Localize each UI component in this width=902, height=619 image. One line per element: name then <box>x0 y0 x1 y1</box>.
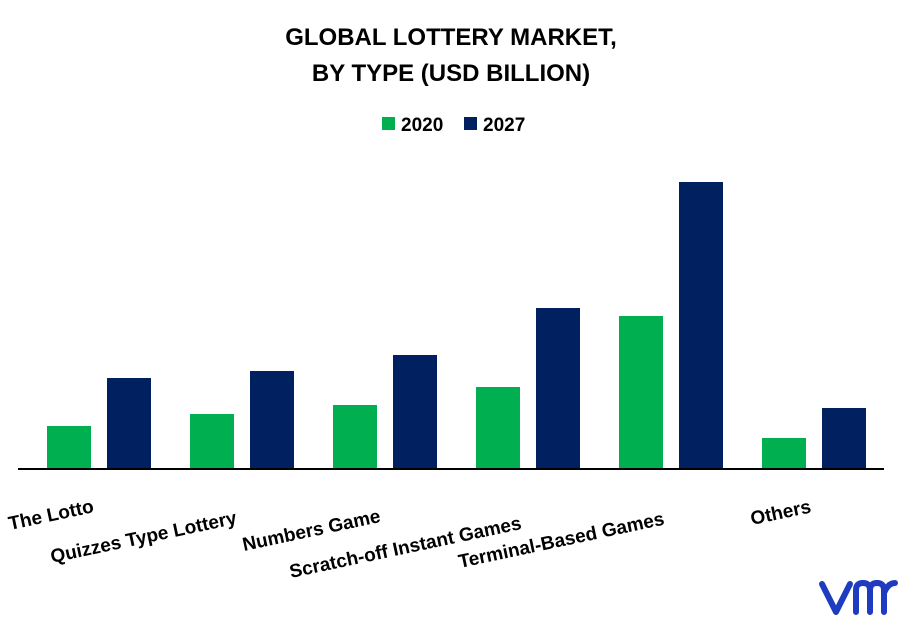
legend-swatch-2027 <box>464 117 477 130</box>
bar-2020-scratch-off-instant-games <box>476 387 520 469</box>
legend-label-2027: 2027 <box>483 115 525 136</box>
bar-2020-others <box>762 438 806 469</box>
bar-2020-numbers-game <box>333 405 377 469</box>
bar-2020-the-lotto <box>47 426 91 469</box>
vmr-logo <box>819 580 898 615</box>
bar-2027-the-lotto <box>107 378 151 469</box>
bar-2020-quizzes-type-lottery <box>190 414 234 469</box>
bar-2027-scratch-off-instant-games <box>536 308 580 469</box>
bar-2027-numbers-game <box>393 355 437 469</box>
bar-2027-terminal-based-games <box>679 182 723 469</box>
chart-title-line-2: BY TYPE (USD BILLION) <box>312 60 590 87</box>
category-label-others: Others <box>749 497 813 530</box>
bar-2027-quizzes-type-lottery <box>250 371 294 469</box>
legend-label-2020: 2020 <box>401 115 443 136</box>
legend-swatch-2020 <box>382 117 395 130</box>
bars-group <box>47 182 866 469</box>
legend: 2020 2027 <box>382 115 525 136</box>
bar-2020-terminal-based-games <box>619 316 663 469</box>
chart-title-line-1: GLOBAL LOTTERY MARKET, <box>285 24 617 51</box>
category-label-the-lotto: The Lotto <box>7 496 96 535</box>
bar-2027-others <box>822 408 866 469</box>
